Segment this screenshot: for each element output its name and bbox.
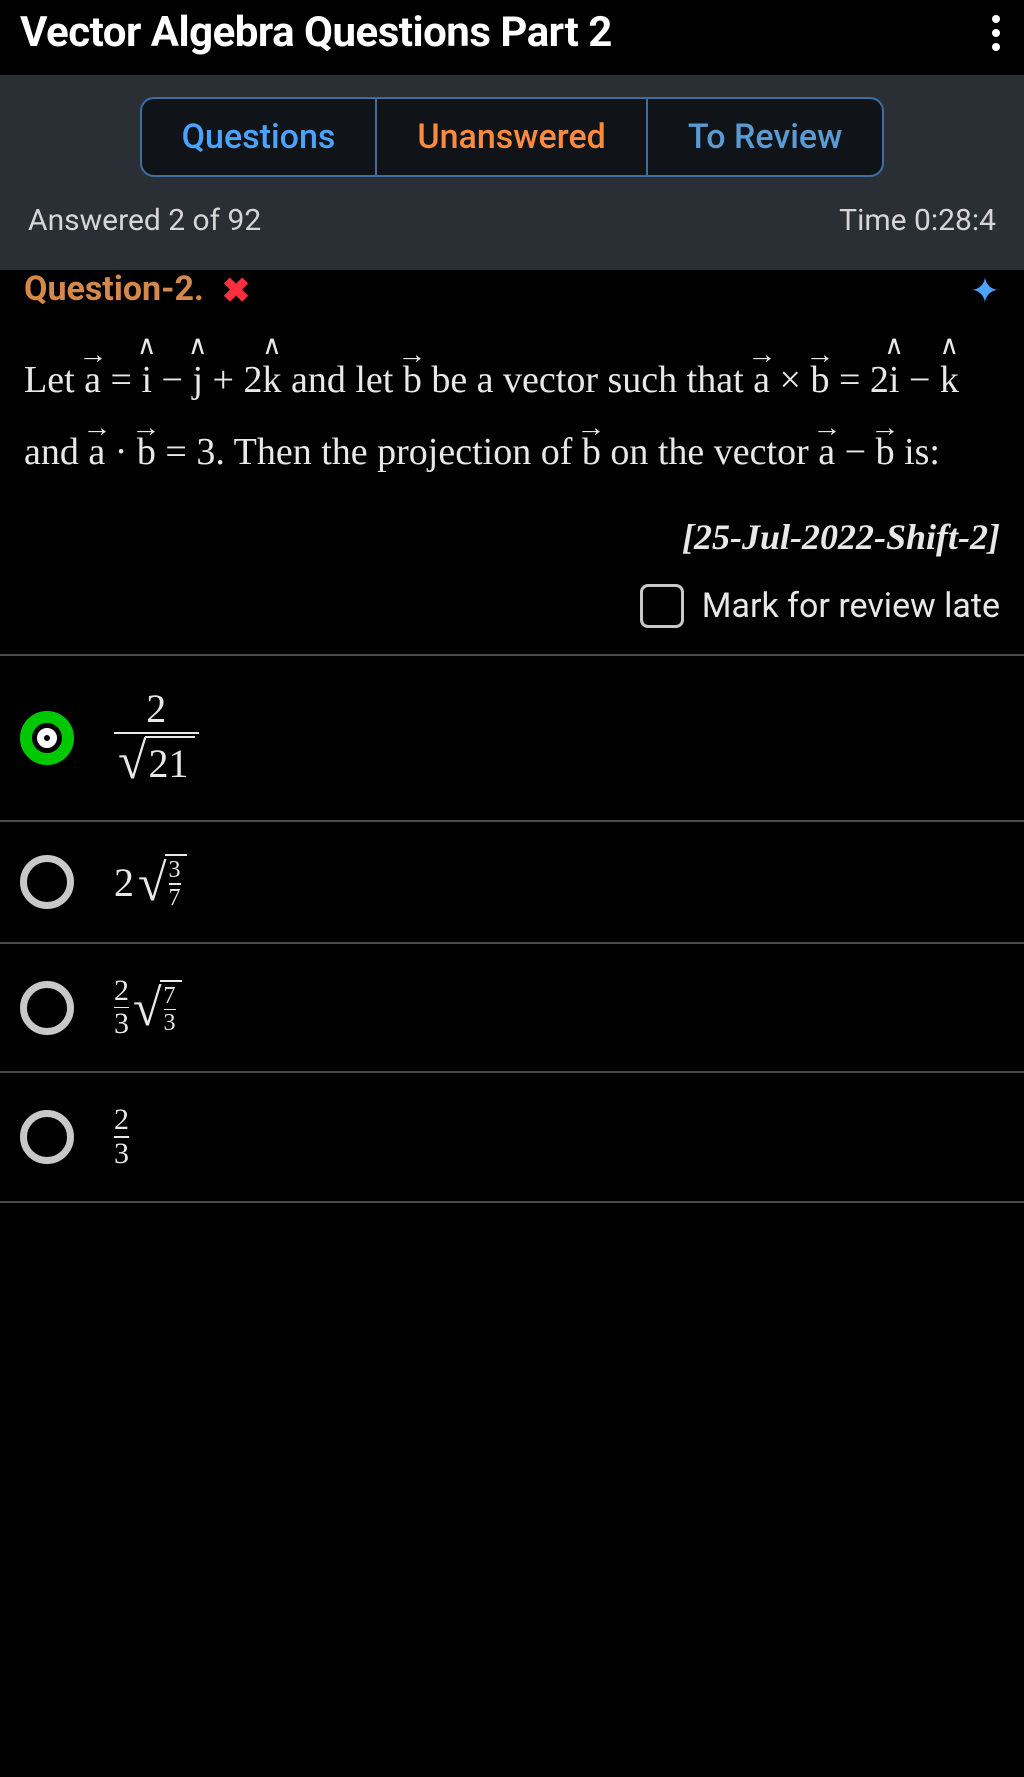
option-a-math: 2 √21 xyxy=(114,688,199,788)
qt-minus2: − xyxy=(899,359,939,401)
option-b-math: 2 √ 3 7 xyxy=(114,854,187,910)
opt-c-fnum: 2 xyxy=(114,976,129,1006)
radio-b[interactable] xyxy=(20,855,74,909)
qt-2: 2 xyxy=(243,359,262,401)
opt-b-coef: 2 xyxy=(114,859,134,906)
vec-a4: a xyxy=(818,416,835,488)
question-source: [25-Jul-2022-Shift-2] xyxy=(20,488,1004,558)
kebab-menu-icon[interactable] xyxy=(992,15,1004,51)
tab-to-review[interactable]: To Review xyxy=(648,99,883,175)
tabs: Questions Unanswered To Review xyxy=(140,97,885,177)
hat-k2: k xyxy=(940,344,959,416)
tabs-container: Questions Unanswered To Review xyxy=(0,97,1024,177)
opt-b-num: 3 xyxy=(169,858,181,882)
qt-and: and xyxy=(24,431,88,473)
qt-on: on the vector xyxy=(601,431,818,473)
filter-bar: Questions Unanswered To Review Answered … xyxy=(0,75,1024,270)
timer: Time 0:28:4 xyxy=(839,203,996,238)
vec-a3: a xyxy=(88,416,105,488)
vec-b4: b xyxy=(582,416,601,488)
question-text: Let a = i − j + 2k and let b be a vector… xyxy=(20,316,1004,488)
option-a[interactable]: 2 √21 xyxy=(0,654,1024,820)
opt-d-den: 3 xyxy=(114,1139,129,1169)
question-content: Question-2. ✖ ✦ Let a = i − j + 2k and l… xyxy=(0,270,1024,654)
opt-c-den: 3 xyxy=(164,1011,176,1035)
opt-b-den: 7 xyxy=(169,886,181,910)
question-label-wrap: Question-2. ✖ xyxy=(24,275,250,315)
qt-is: is: xyxy=(895,431,940,473)
qt-eq3: = 3. Then the projection of xyxy=(156,431,582,473)
qt-plus: + xyxy=(203,359,243,401)
radio-d[interactable] xyxy=(20,1110,74,1164)
option-c-math: 2 3 √ 7 3 xyxy=(114,976,182,1040)
radio-a[interactable] xyxy=(20,711,74,765)
question-header: Question-2. ✖ ✦ xyxy=(20,270,1004,316)
option-d-math: 2 3 xyxy=(114,1105,129,1169)
opt-c-num: 7 xyxy=(164,984,176,1008)
hat-j: j xyxy=(192,344,203,416)
page-title: Vector Algebra Questions Part 2 xyxy=(20,8,612,57)
opt-a-den: 21 xyxy=(145,736,195,788)
mark-review-label: Mark for review late xyxy=(702,586,1000,626)
tab-unanswered[interactable]: Unanswered xyxy=(377,99,647,175)
tab-questions[interactable]: Questions xyxy=(142,99,378,175)
options-list: 2 √21 2 √ 3 7 2 xyxy=(0,654,1024,1203)
vec-b5: b xyxy=(876,416,895,488)
mark-for-review-row: Mark for review late xyxy=(20,558,1004,654)
wrong-icon: ✖ xyxy=(222,271,251,311)
compass-icon[interactable]: ✦ xyxy=(970,270,1000,312)
title-bar: Vector Algebra Questions Part 2 xyxy=(0,0,1024,75)
option-b[interactable]: 2 √ 3 7 xyxy=(0,820,1024,942)
option-d[interactable]: 2 3 xyxy=(0,1071,1024,1203)
qt-let: Let xyxy=(24,359,84,401)
question-number: Question-2. xyxy=(24,269,204,309)
qt-andlet: and let xyxy=(281,359,402,401)
vec-b3: b xyxy=(137,416,156,488)
opt-c-fden: 3 xyxy=(114,1009,129,1039)
opt-a-num: 2 xyxy=(142,688,170,730)
status-row: Answered 2 of 92 Time 0:28:4 xyxy=(0,177,1024,252)
mark-review-checkbox[interactable] xyxy=(640,584,684,628)
hat-k: k xyxy=(262,344,281,416)
radio-c[interactable] xyxy=(20,981,74,1035)
option-c[interactable]: 2 3 √ 7 3 xyxy=(0,942,1024,1072)
qt-bevec: be a vector such that xyxy=(422,359,753,401)
answered-count: Answered 2 of 92 xyxy=(28,203,261,238)
qt-minus: − xyxy=(152,359,192,401)
vec-a2: a xyxy=(753,344,770,416)
vec-b: b xyxy=(403,344,422,416)
qt-eq2: = xyxy=(829,359,869,401)
opt-d-num: 2 xyxy=(114,1105,129,1135)
